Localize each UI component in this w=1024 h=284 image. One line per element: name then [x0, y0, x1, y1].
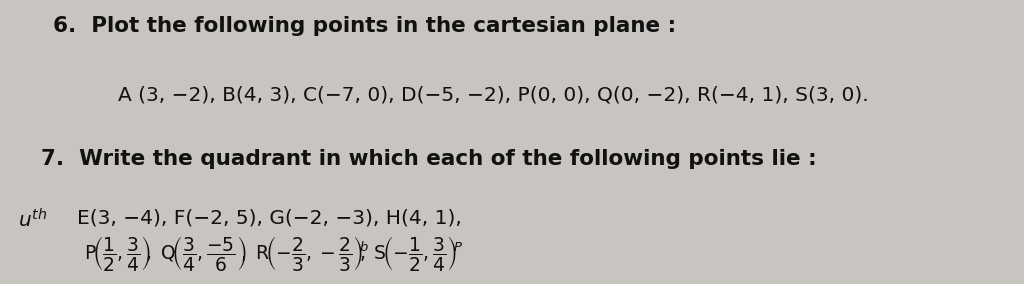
- Text: 6.  Plot the following points in the cartesian plane :: 6. Plot the following points in the cart…: [53, 16, 677, 36]
- Text: $\mathrm{P}\!\left(\dfrac{1}{2},\dfrac{3}{4}\right)\!\!,\;\mathrm{Q}\!\left(\dfr: $\mathrm{P}\!\left(\dfrac{1}{2},\dfrac{3…: [84, 234, 463, 273]
- Text: $u^{th}$: $u^{th}$: [18, 209, 47, 232]
- Text: 7.  Write the quadrant in which each of the following points lie :: 7. Write the quadrant in which each of t…: [41, 149, 816, 169]
- Text: E(3, −4), F(−2, 5), G(−2, −3), H(4, 1),: E(3, −4), F(−2, 5), G(−2, −3), H(4, 1),: [77, 209, 462, 228]
- Text: A (3, −2), B(4, 3), C(−7, 0), D(−5, −2), P(0, 0), Q(0, −2), R(−4, 1), S(3, 0).: A (3, −2), B(4, 3), C(−7, 0), D(−5, −2),…: [118, 85, 868, 104]
